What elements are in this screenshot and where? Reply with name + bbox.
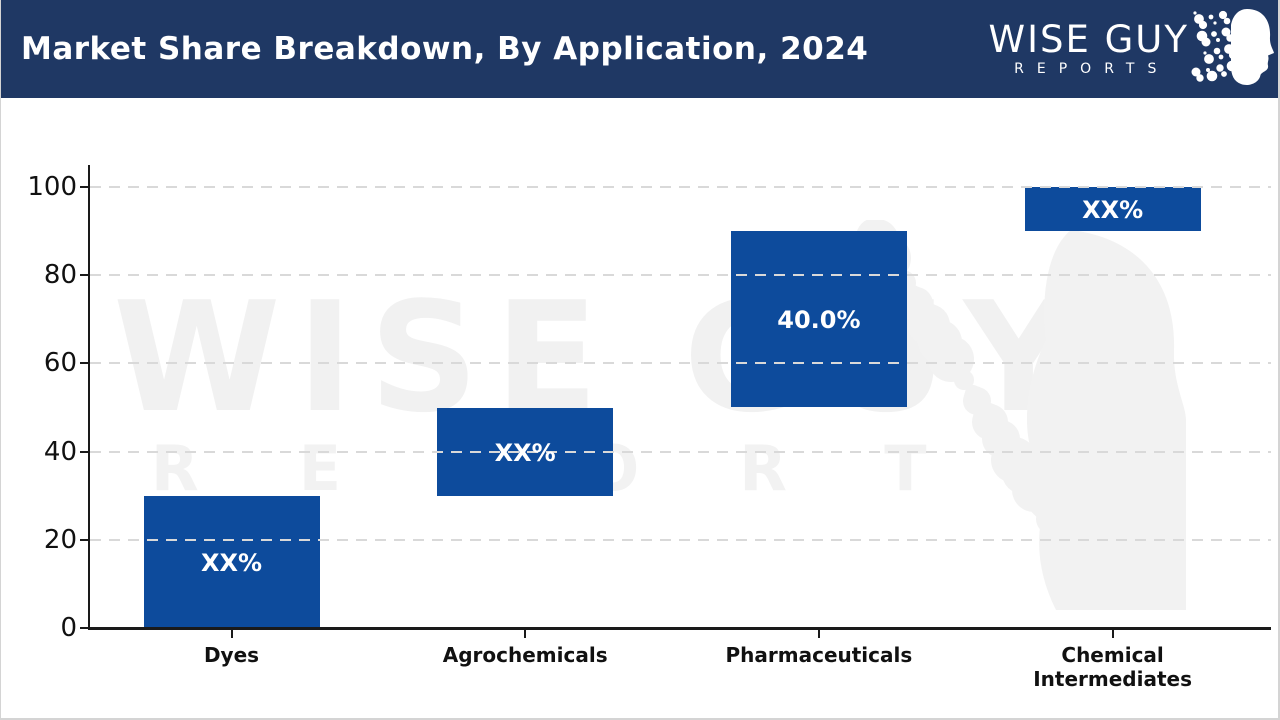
logo-reports-label: REPORTS (1014, 61, 1170, 77)
bar-value-label: XX% (1082, 196, 1144, 225)
gridline-100 (90, 186, 1271, 188)
y-tick-label: 100 (27, 172, 77, 202)
x-tick-mark (524, 630, 527, 638)
x-tick-label: Chemical Intermediates (1033, 643, 1192, 691)
x-tick-label: Dyes (203, 643, 260, 667)
gridline-20 (90, 538, 1271, 541)
y-tick-mark (80, 186, 88, 188)
bar-value-label: XX% (200, 548, 263, 577)
y-tick-mark (80, 627, 88, 629)
chart-title: Market Share Breakdown, By Application, … (21, 31, 869, 67)
x-tick-mark (817, 630, 820, 638)
y-tick-mark (80, 274, 88, 277)
y-tick-mark (80, 538, 88, 541)
bar-value-label: XX% (494, 438, 556, 467)
x-tick-label: Pharmaceuticals (725, 643, 913, 667)
bar-dyes (143, 495, 320, 628)
y-tick-label: 40 (43, 436, 77, 467)
y-tick-mark (80, 362, 88, 365)
bar-chemical-intermediates (1024, 187, 1201, 232)
y-tick-mark (80, 450, 88, 453)
gridline-60 (90, 362, 1271, 365)
y-tick-label: 20 (43, 524, 77, 555)
gridline-80 (90, 274, 1271, 277)
x-tick-mark (1111, 630, 1114, 638)
y-tick-label: 60 (43, 348, 77, 379)
logo-text: WISE GUY REPORTS (989, 21, 1189, 77)
bar-pharmaceuticals (730, 231, 907, 408)
x-axis-line (88, 627, 1271, 630)
x-tick-label: Agrochemicals (442, 643, 608, 667)
wise-guy-reports-logo: WISE GUY REPORTS (989, 6, 1275, 92)
logo-face-icon (1191, 9, 1274, 85)
logo-wiseguy-label: WISE GUY (988, 18, 1189, 61)
header-banner: Market Share Breakdown, By Application, … (1, 0, 1278, 98)
y-tick-label: 0 (60, 613, 77, 643)
y-tick-label: 80 (43, 260, 77, 291)
gridline-40 (90, 450, 1271, 453)
x-tick-mark (230, 630, 233, 638)
bar-value-label: 40.0% (777, 306, 861, 335)
y-axis-line (88, 165, 90, 630)
